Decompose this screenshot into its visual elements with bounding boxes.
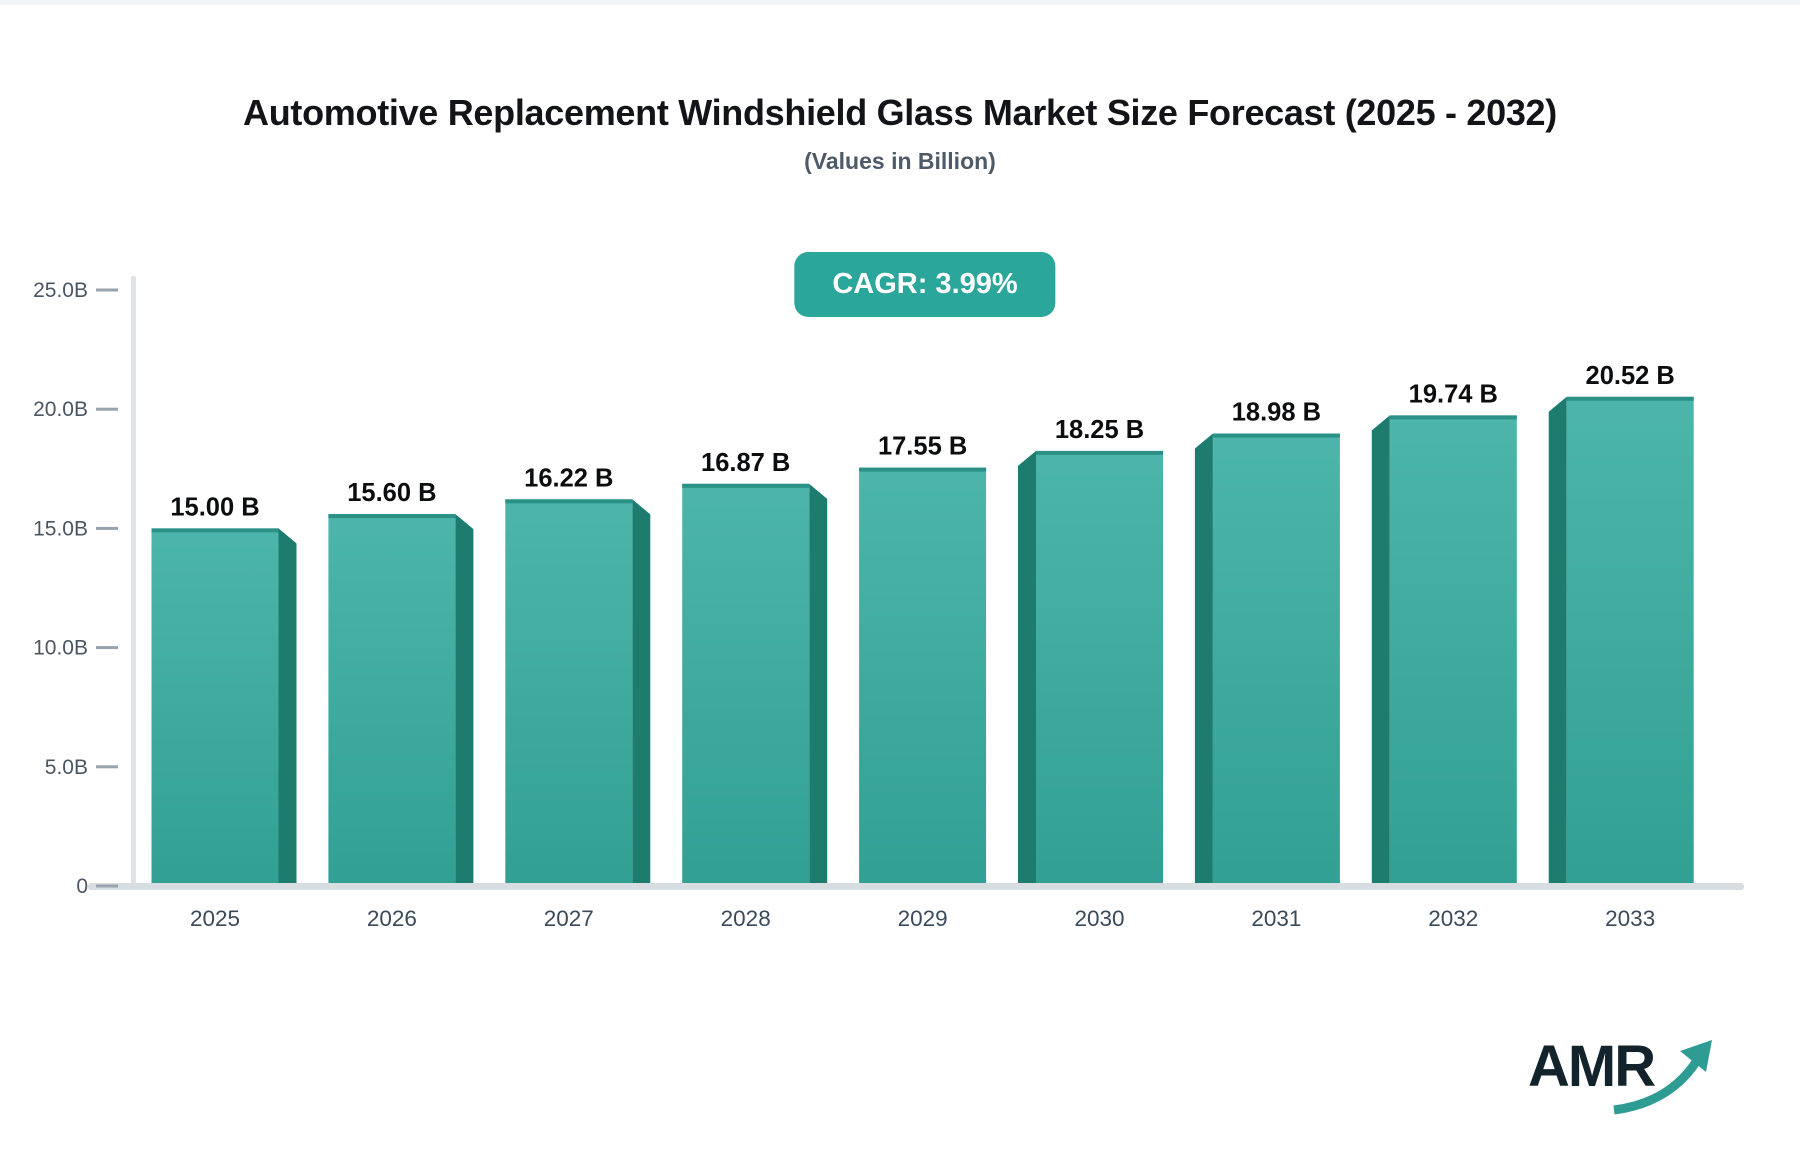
bar-value-label: 16.22 B (524, 464, 613, 492)
bar-top-edge (1036, 450, 1163, 455)
x-axis-baseline (88, 883, 1744, 890)
y-tick-label: 25.0B (33, 279, 88, 302)
bar-group-2028: 16.87 B 2028 (682, 449, 828, 931)
bar-group-2033: 20.52 B 2033 (1548, 362, 1694, 931)
bar-face (151, 528, 279, 886)
cagr-badge: CAGR: 3.99% (794, 252, 1056, 317)
bar-face (1212, 433, 1340, 886)
bar-side (1548, 396, 1567, 886)
amr-logo-text: AMR (1528, 1034, 1656, 1099)
bar-face (328, 514, 456, 886)
bar-top-edge (682, 483, 810, 488)
x-axis-year-label: 2028 (721, 906, 771, 931)
bar-group-2025: 15.00 B 2025 (151, 493, 297, 931)
x-axis-year-label: 2026 (367, 906, 417, 931)
bar-value-label: 20.52 B (1586, 362, 1675, 390)
x-axis-year-label: 2030 (1074, 906, 1124, 931)
bar-side (1371, 415, 1390, 886)
bar-side (809, 483, 828, 886)
bar-side (1018, 450, 1036, 886)
bar-face (859, 467, 987, 886)
bar-side (632, 499, 651, 886)
bar-side (1194, 433, 1213, 886)
y-tick-dash (96, 646, 118, 650)
amr-logo: AMR (1528, 1038, 1728, 1128)
bar-top-edge (859, 467, 987, 472)
bar-top-edge (1212, 433, 1340, 438)
bar-top-edge (1566, 396, 1694, 401)
bar-value-label: 17.55 B (878, 433, 967, 461)
bar-value-label: 19.74 B (1409, 380, 1498, 408)
bar-top-edge (151, 528, 279, 533)
bar-face (1389, 415, 1517, 886)
y-tick-label: 0 (76, 875, 88, 898)
chart-subtitle: (Values in Billion) (804, 148, 996, 174)
x-axis-year-label: 2033 (1605, 906, 1655, 931)
x-axis-year-label: 2025 (190, 906, 240, 931)
x-axis-year-label: 2031 (1251, 906, 1301, 931)
bar-top-edge (1389, 415, 1517, 420)
bar-value-label: 18.25 B (1055, 416, 1144, 444)
bar-face (1566, 396, 1694, 886)
y-tick-label: 15.0B (33, 517, 88, 540)
bar-value-label: 16.87 B (701, 449, 790, 477)
bar-top-edge (328, 514, 456, 519)
bar-top-edge (505, 499, 633, 504)
y-tick-label: 5.0B (45, 756, 88, 779)
bar-face (505, 499, 633, 886)
y-tick-dash (96, 407, 118, 411)
growth-arrow-icon (1613, 1040, 1712, 1115)
x-axis-year-label: 2027 (544, 906, 594, 931)
bar-group-2029: 17.55 B 2029 (859, 433, 987, 931)
x-axis-year-label: 2029 (898, 906, 948, 931)
bar-group-2026: 15.60 B 2026 (328, 479, 474, 931)
y-tick-dash (96, 526, 118, 530)
y-tick-label: 10.0B (33, 637, 88, 660)
y-tick-dash (96, 765, 118, 769)
page-top-strip (0, 0, 1800, 5)
bar-group-2027: 16.22 B 2027 (505, 464, 651, 931)
y-tick-dash (96, 288, 118, 292)
y-axis-line (131, 276, 136, 890)
bar-value-label: 15.00 B (170, 493, 259, 521)
bar-group-2032: 19.74 B 2032 (1371, 380, 1517, 931)
chart-title: Automotive Replacement Windshield Glass … (243, 92, 1557, 133)
bar-group-2030: 18.25 B 2030 (1018, 416, 1163, 931)
bar-side (278, 528, 297, 886)
x-axis-year-label: 2032 (1428, 906, 1478, 931)
bar-face (1036, 450, 1163, 886)
bar-group-2031: 18.98 B 2031 (1194, 399, 1340, 931)
bar-value-label: 18.98 B (1232, 399, 1321, 427)
y-tick-dash (96, 884, 118, 888)
bar-face (682, 483, 810, 886)
bar-side (455, 514, 474, 886)
bar-value-label: 15.60 B (347, 479, 436, 507)
y-tick-label: 20.0B (33, 398, 88, 421)
